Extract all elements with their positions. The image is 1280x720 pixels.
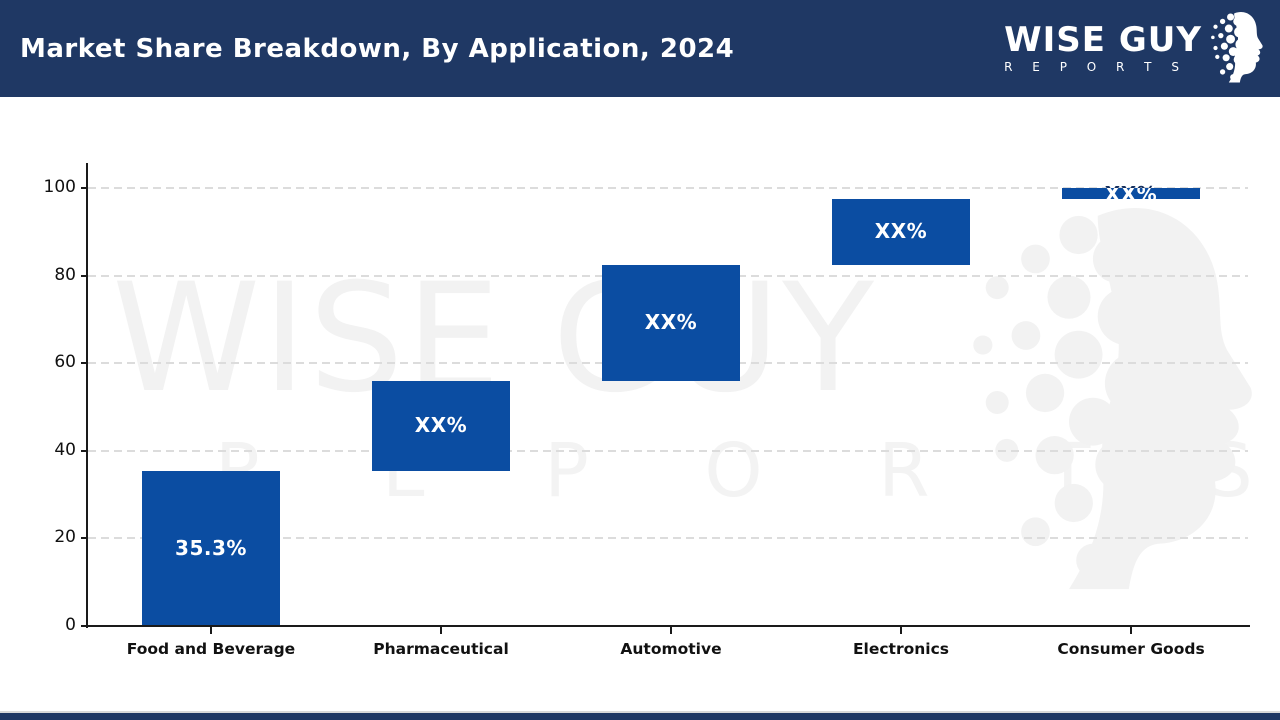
chart-title: Market Share Breakdown, By Application, … — [20, 33, 735, 64]
bar-segment: 35.3% — [142, 471, 280, 626]
bar-value-label-overflow: XX% — [1104, 181, 1158, 206]
bar-value-label: XX% XX% — [1062, 181, 1200, 207]
x-category-label: Food and Beverage — [126, 640, 296, 658]
x-category-label: Consumer Goods — [1057, 640, 1205, 658]
y-tick-mark — [81, 274, 88, 277]
y-tick-label: 20 — [54, 527, 76, 548]
logo-subtitle: R E P O R T S — [1004, 59, 1187, 74]
x-tick-mark — [670, 627, 672, 634]
y-tick-mark — [81, 537, 88, 540]
bar-segment — [1062, 188, 1200, 199]
logo-text: WISE GUY R E P O R T S — [1004, 20, 1202, 74]
x-category-label: Electronics — [852, 640, 950, 658]
x-tick-mark — [1130, 627, 1132, 634]
y-tick-label: 0 — [65, 615, 76, 635]
y-tick-label: 60 — [54, 352, 76, 373]
gridline-100 — [88, 187, 1248, 189]
bar-value-label-inside: XX% — [1104, 181, 1158, 206]
x-tick-mark — [900, 627, 902, 634]
y-axis-line — [86, 163, 88, 628]
bar-value-label: 35.3% — [175, 535, 247, 560]
y-tick-label: 100 — [43, 177, 76, 197]
x-tick-mark — [210, 627, 212, 634]
bar-value-label: XX% — [414, 413, 468, 438]
bar-value-label: XX% — [644, 309, 698, 334]
x-axis-line — [86, 625, 1250, 627]
wiseguy-logo: WISE GUY R E P O R T S — [1004, 6, 1266, 90]
x-tick-mark — [440, 627, 442, 634]
y-tick-mark — [81, 362, 88, 365]
gridline-20 — [88, 537, 1248, 540]
y-tick-mark — [81, 449, 88, 452]
x-category-label: Pharmaceutical — [373, 640, 509, 658]
y-tick-mark — [81, 625, 88, 627]
footer-bar — [0, 711, 1280, 720]
header: Market Share Breakdown, By Application, … — [0, 0, 1280, 97]
y-tick-mark — [81, 187, 88, 189]
y-tick-label: 40 — [54, 439, 76, 460]
logo-head-icon — [1211, 12, 1263, 83]
logo-wordmark: WISE GUY — [1004, 20, 1202, 61]
x-category-label: Automotive — [620, 640, 722, 658]
bar-value-label: XX% — [874, 218, 928, 243]
bar-segment: XX% — [832, 198, 970, 265]
bar-segment: XX% — [602, 264, 740, 381]
gridline-40 — [88, 449, 1248, 452]
y-tick-label: 80 — [54, 264, 76, 285]
bar-segment: XX% — [372, 380, 510, 472]
